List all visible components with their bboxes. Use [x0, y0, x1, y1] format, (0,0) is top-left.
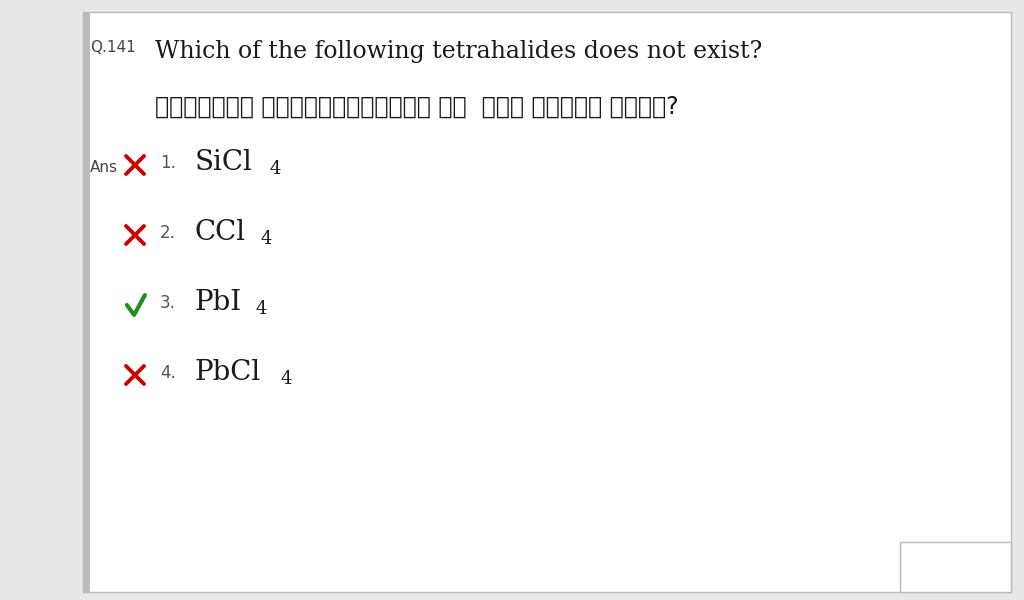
Text: 4: 4 [269, 160, 281, 178]
Text: Q.141: Q.141 [90, 40, 136, 55]
Text: 2.: 2. [160, 224, 176, 242]
Text: PbCl: PbCl [195, 359, 261, 386]
Text: 1.: 1. [160, 154, 176, 172]
FancyBboxPatch shape [900, 542, 1011, 592]
Text: Ans: Ans [90, 160, 118, 175]
Text: 4.: 4. [160, 364, 176, 382]
Text: 4: 4 [261, 230, 272, 248]
Text: Which of the following tetrahalides does not exist?: Which of the following tetrahalides does… [155, 40, 762, 63]
Text: 4: 4 [256, 300, 267, 318]
Text: క్రింది టెట్రాహలైడ్ల లో  ఏది లభ్యం కాదు?: క్రింది టెట్రాహలైడ్ల లో ఏది లభ్యం కాదు? [155, 95, 679, 119]
Text: 4: 4 [281, 370, 292, 388]
Text: 3.: 3. [160, 294, 176, 312]
Text: SiCl: SiCl [195, 149, 253, 176]
Bar [83, 12, 90, 592]
Text: PbI: PbI [195, 289, 242, 317]
Text: CCl: CCl [195, 220, 246, 247]
FancyBboxPatch shape [83, 12, 1011, 592]
